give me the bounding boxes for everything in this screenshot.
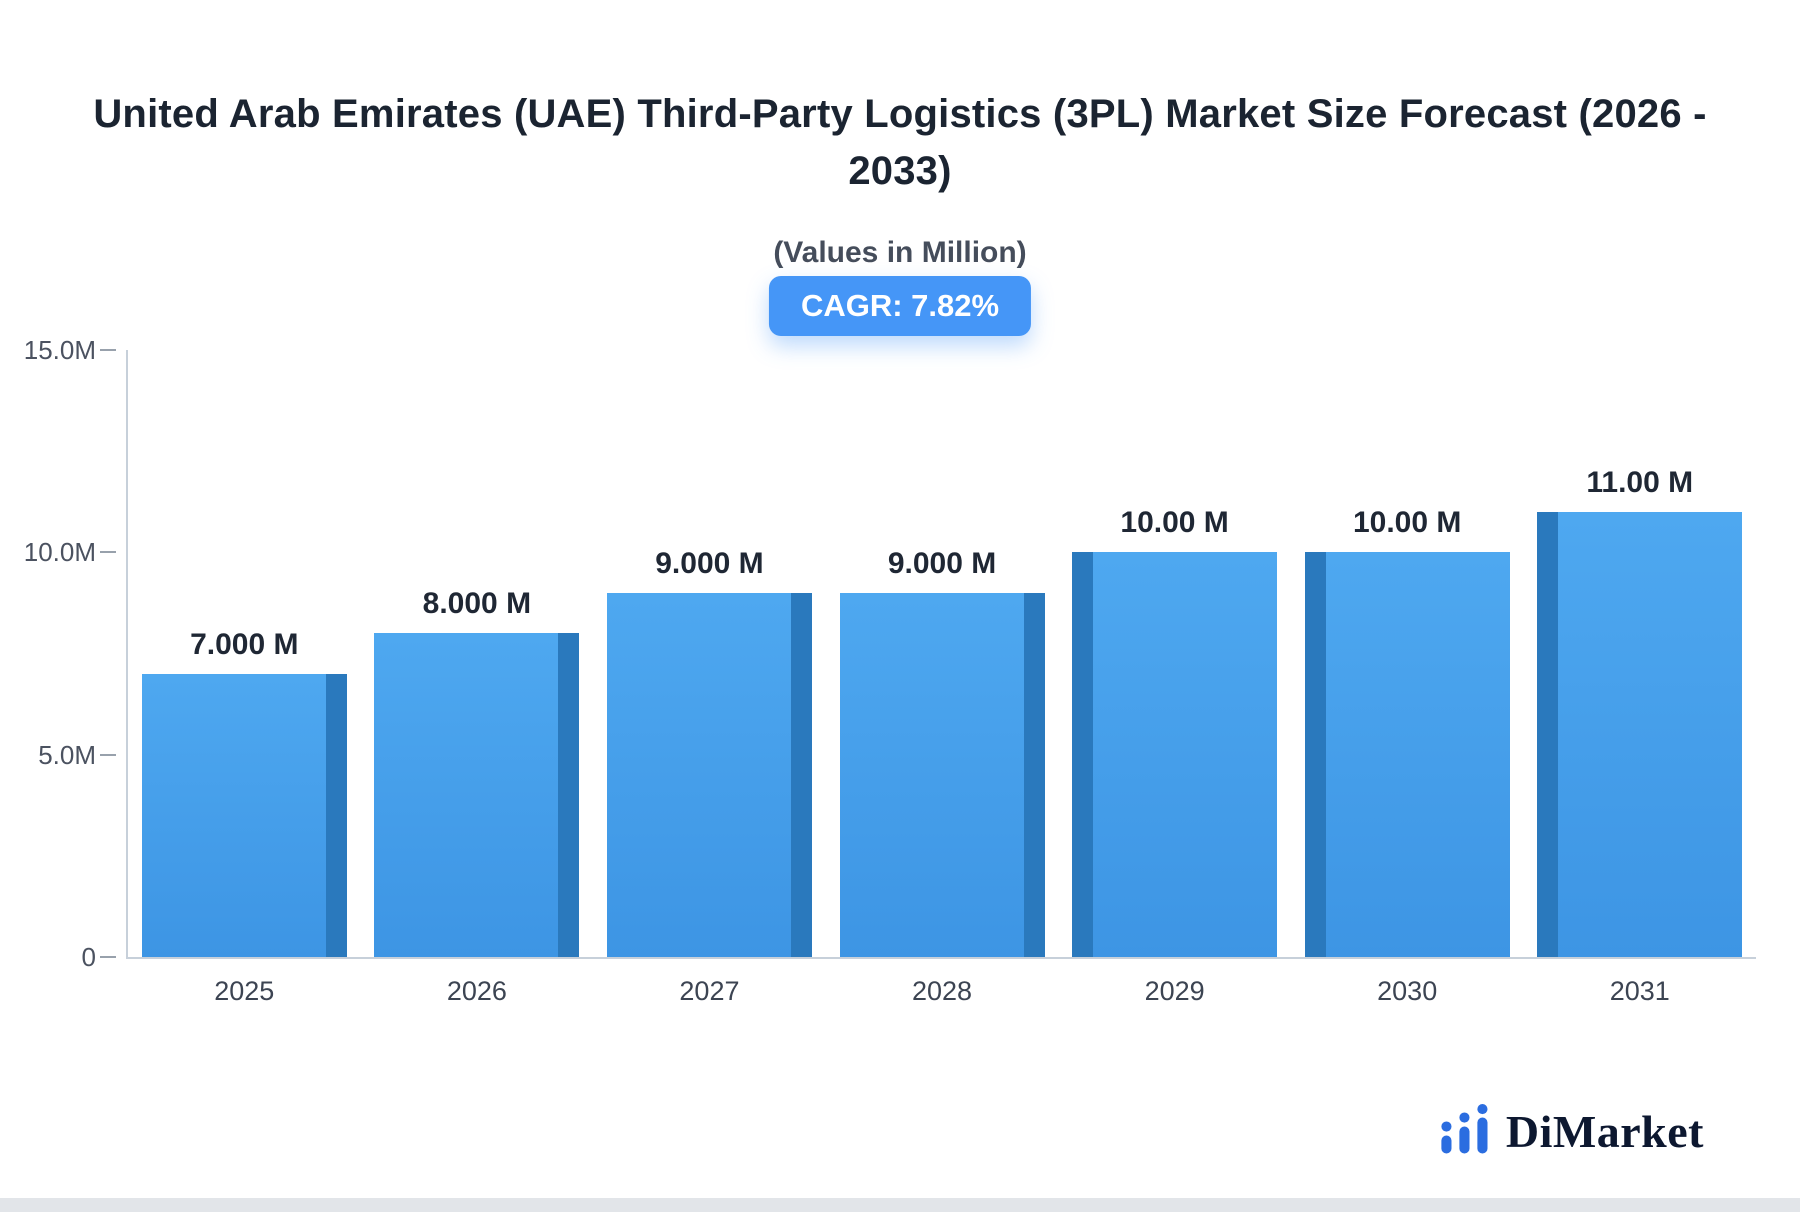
bar-2030[interactable] — [1304, 552, 1510, 957]
bar-slot: 7.000 M — [128, 350, 361, 957]
bar-face — [606, 592, 791, 957]
bar-face — [1558, 511, 1743, 957]
bar-slot: 10.00 M — [1058, 350, 1291, 957]
bar-face — [839, 592, 1024, 957]
bar-side-shadow — [1023, 592, 1045, 957]
bar-value-label: 9.000 M — [655, 546, 764, 580]
bar-2028[interactable] — [839, 592, 1045, 957]
bottom-strip — [0, 1198, 1800, 1212]
x-axis-label: 2025 — [214, 976, 275, 1006]
x-axis-label: 2026 — [446, 976, 507, 1006]
bars-container: 7.000 M 8.000 M 9.000 M 9.000 M 10.00 M 10.00… — [128, 350, 1756, 957]
x-axis-label: 2027 — [679, 976, 740, 1006]
dimarket-logo: DiMarket — [1438, 1104, 1704, 1158]
y-axis-tick-mark — [100, 956, 116, 958]
bar-face — [1093, 552, 1278, 957]
y-axis-tick-label: 5.0M — [38, 739, 96, 770]
bar-side-shadow — [790, 592, 812, 957]
bar-face — [1325, 552, 1510, 957]
x-axis-line — [126, 957, 1756, 959]
bar-value-label: 8.000 M — [422, 587, 532, 621]
chart-subtitle: (Values in Million) — [773, 236, 1027, 269]
bar-value-label: 11.00 M — [1586, 465, 1694, 499]
bar-slot: 11.00 M — [1523, 350, 1756, 957]
bar-value-label: 7.000 M — [190, 627, 299, 661]
bar-2026[interactable] — [374, 633, 580, 957]
plot-area: 7.000 M 8.000 M 9.000 M 9.000 M 10.00 M 10.00… — [24, 335, 1756, 972]
x-axis-label: 2029 — [1144, 976, 1205, 1006]
y-axis-tick-mark — [100, 753, 116, 756]
bar-side-shadow — [325, 673, 347, 957]
bar-2029[interactable] — [1072, 552, 1278, 957]
chart-title: United Arab Emirates (UAE) Third-Party L… — [93, 92, 1707, 193]
bar-value-label: 9.000 M — [887, 546, 997, 580]
dimarket-logo-text: DiMarket — [1505, 1105, 1704, 1157]
bar-face — [374, 633, 559, 957]
y-axis-tick-label: 15.0M — [23, 335, 96, 365]
bar-2027[interactable] — [606, 592, 812, 957]
bar-value-label: 10.00 M — [1120, 506, 1229, 540]
bar-side-shadow — [1537, 511, 1559, 957]
x-axis-labels: 2025 2026 2027 2028 2029 2030 2031 — [128, 976, 1756, 1007]
bar-face — [141, 673, 326, 957]
y-axis-tick-mark — [100, 551, 116, 554]
bar-value-label: 10.00 M — [1352, 506, 1462, 540]
bar-slot: 9.000 M — [593, 350, 826, 957]
y-axis-tick-label: 0 — [81, 942, 96, 972]
bar-slot: 10.00 M — [1291, 350, 1524, 957]
bar-side-shadow — [1072, 552, 1094, 957]
bar-slot: 9.000 M — [826, 350, 1059, 957]
x-axis-label: 2031 — [1609, 976, 1670, 1006]
x-axis-label: 2028 — [911, 976, 973, 1006]
y-axis-tick-mark — [100, 349, 116, 351]
x-axis-label: 2030 — [1377, 976, 1438, 1006]
y-axis-line — [126, 350, 128, 959]
bar-slot: 8.000 M — [361, 350, 594, 957]
cagr-badge: CAGR: 7.82% — [768, 276, 1032, 336]
bar-side-shadow — [1304, 552, 1326, 957]
dimarket-logo-icon — [1441, 1104, 1488, 1154]
bar-2031[interactable] — [1537, 511, 1743, 957]
bar-2025[interactable] — [141, 673, 347, 957]
y-axis-tick-label: 10.0M — [23, 537, 96, 568]
bar-side-shadow — [558, 633, 580, 957]
